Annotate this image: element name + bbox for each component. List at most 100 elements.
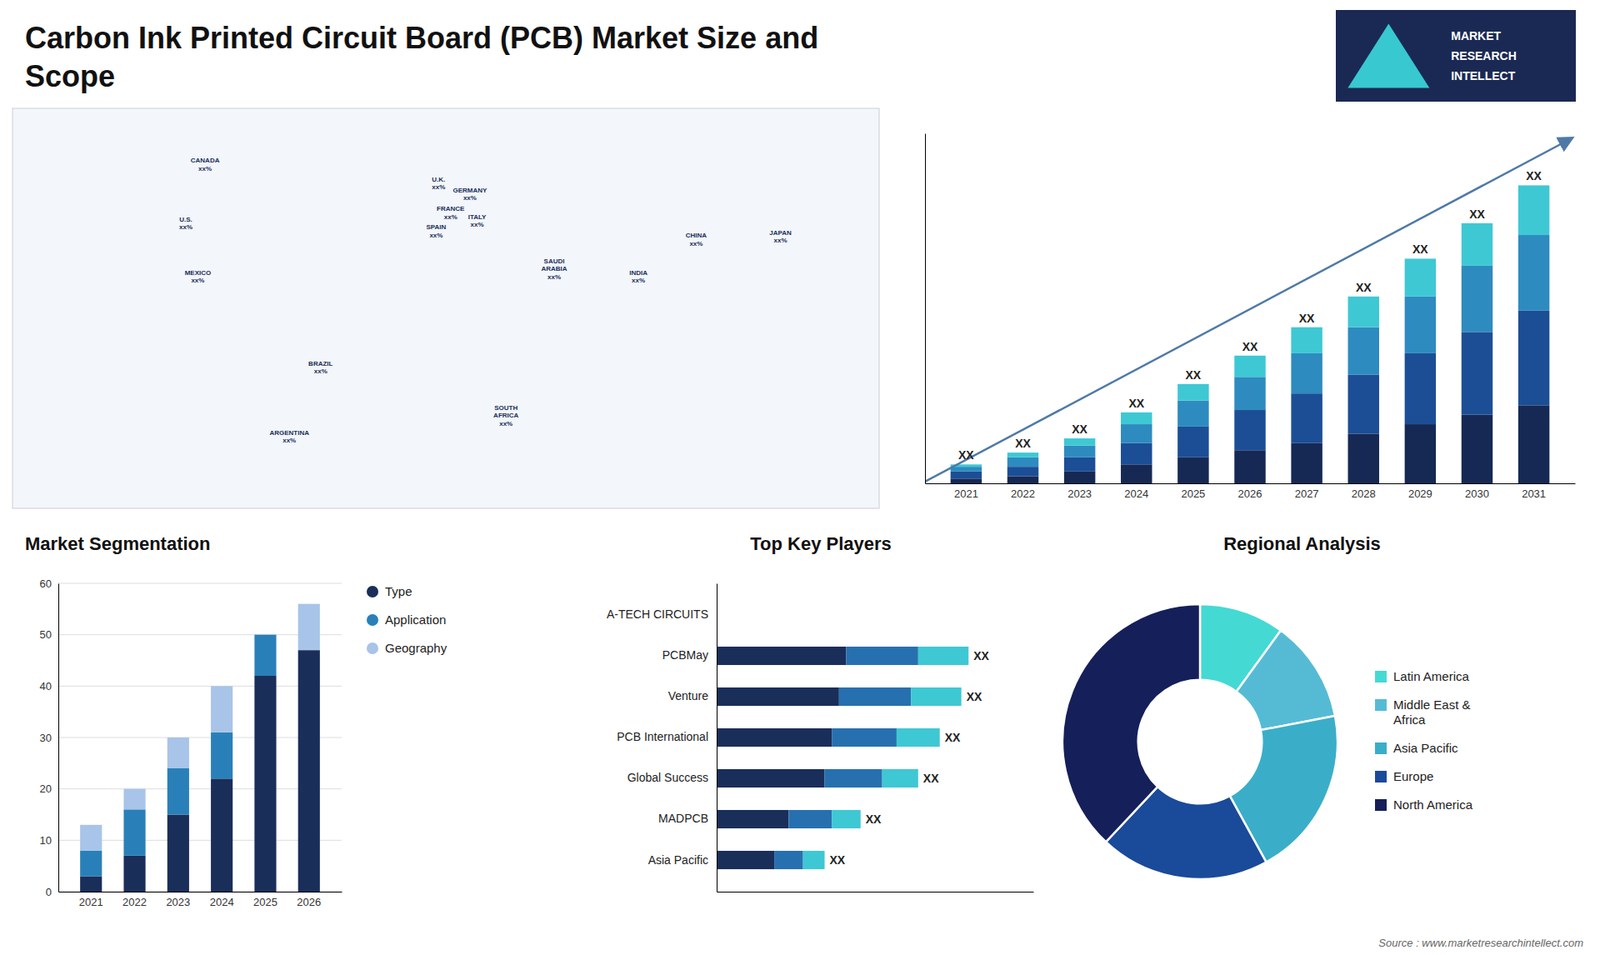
bar: [1518, 235, 1550, 311]
legend-label-line: Africa: [1393, 712, 1426, 727]
chart-title: Top Key Players: [750, 533, 892, 555]
logo-mark: [1347, 24, 1430, 89]
x-tick-label: 2023: [1067, 487, 1092, 500]
legend-label: Europe: [1393, 769, 1434, 784]
y-tick: MADPCB: [658, 811, 717, 825]
bar: [1405, 424, 1436, 484]
y-tick: 60: [40, 577, 59, 590]
logo-text: INTELLECT: [1450, 69, 1515, 83]
legend-swatch: [1375, 799, 1387, 811]
bar: [716, 769, 825, 788]
x-tick-label: 2027: [1295, 487, 1320, 500]
y-tick: 10: [40, 834, 59, 847]
legend-swatch: [366, 642, 379, 655]
x-axis: [717, 891, 1035, 893]
bar: [254, 675, 276, 892]
legend-item: Type: [366, 584, 413, 599]
legend-label-line: Europe: [1393, 769, 1434, 784]
bar: [1234, 355, 1265, 378]
logo-text: RESEARCH: [1450, 49, 1517, 63]
bar: [716, 728, 832, 747]
bar: [716, 646, 846, 665]
page: Carbon Ink Printed Circuit Board (PCB) M…: [0, 0, 1600, 955]
bar: [80, 850, 102, 877]
total-label: XX: [966, 690, 983, 704]
country-label-line: U.S.: [179, 215, 193, 224]
country-label: MEXICO: [185, 269, 212, 277]
bar: [123, 789, 145, 810]
bar: [254, 635, 276, 676]
source-note: Source : www.marketresearchintellect.com: [1378, 936, 1584, 950]
x-tick-label: 2028: [1351, 487, 1376, 500]
bar-chart: Market Segmentation202120222023202420252…: [25, 533, 448, 909]
country-label: ITALY: [468, 213, 487, 221]
bar: [1290, 327, 1322, 354]
bar: [1290, 353, 1322, 394]
bar: [1007, 457, 1039, 467]
x-tick-label: 2021: [79, 895, 104, 909]
y-axis: 0102030405060: [40, 577, 60, 899]
total-label: XX: [865, 812, 882, 826]
y-tick-label: Global Success: [627, 770, 709, 785]
total-label: XX: [1412, 242, 1429, 256]
bar: [1461, 265, 1493, 332]
bar: [1518, 405, 1550, 484]
y-tick-label: 30: [40, 731, 52, 745]
total-label: XX: [1128, 396, 1145, 410]
y-axis: [925, 134, 926, 485]
total-label: XX: [1299, 311, 1315, 325]
y-tick: 0: [45, 885, 59, 899]
bar: [1234, 450, 1265, 484]
country-label: SPAIN: [426, 223, 447, 231]
total-label: XX: [830, 853, 846, 867]
bar: [1234, 376, 1265, 410]
country-label-line: CHINA: [685, 231, 708, 240]
bar: [1177, 400, 1209, 427]
bar: [210, 778, 233, 892]
country-label-line: CANADA: [190, 156, 220, 165]
x-tick: 2024: [210, 891, 235, 909]
total-label: XX: [945, 730, 961, 745]
x-tick-label: 2024: [1124, 487, 1149, 500]
bar: [1518, 185, 1550, 235]
country-value-label: xx%: [463, 194, 477, 202]
legend-swatch: [1375, 670, 1387, 683]
bar: [1348, 296, 1380, 328]
country-label-line: FRANCE: [436, 205, 465, 213]
total-label: XX: [1071, 422, 1088, 436]
x-tick-label: 2030: [1465, 487, 1490, 500]
x-tick: 2024: [1124, 483, 1149, 500]
x-tick-label: 2025: [253, 895, 278, 909]
bar: [831, 728, 897, 747]
y-tick-label: PCBMay: [662, 648, 709, 662]
bar: [1348, 433, 1380, 484]
map-frame: [12, 108, 880, 509]
x-tick-label: 2031: [1521, 487, 1546, 500]
bar: [882, 769, 919, 788]
country-value-label: xx%: [431, 183, 445, 191]
country-label-line: SOUTH: [494, 404, 518, 412]
bar: [123, 809, 145, 856]
legend-label: Middle East &Africa: [1393, 697, 1471, 727]
total-label: XX: [1015, 436, 1031, 450]
bar: [1064, 445, 1095, 458]
total-label: XX: [973, 649, 990, 663]
y-tick: PCBMay: [662, 648, 717, 662]
bar: [1120, 424, 1152, 444]
country-value-label: xx%: [429, 231, 443, 240]
bar: [1461, 331, 1493, 415]
bar: [298, 650, 320, 892]
bar: [950, 471, 982, 480]
bar: [825, 769, 883, 788]
y-tick-label: Venture: [668, 689, 709, 703]
legend-label: North America: [1393, 797, 1474, 812]
bar-chart: Top Key PlayersA-TECH CIRCUITSPCBMayVent…: [606, 533, 1035, 893]
y-tick: 50: [40, 628, 59, 641]
y-axis: A-TECH CIRCUITSPCBMayVenturePCB Internat…: [606, 584, 718, 893]
bar: [716, 850, 775, 870]
bar: [1177, 457, 1209, 484]
axis-line: [59, 891, 343, 893]
country-value-label: xx%: [179, 223, 193, 231]
grid-line: [58, 583, 342, 585]
x-tick: 2022: [122, 891, 147, 909]
